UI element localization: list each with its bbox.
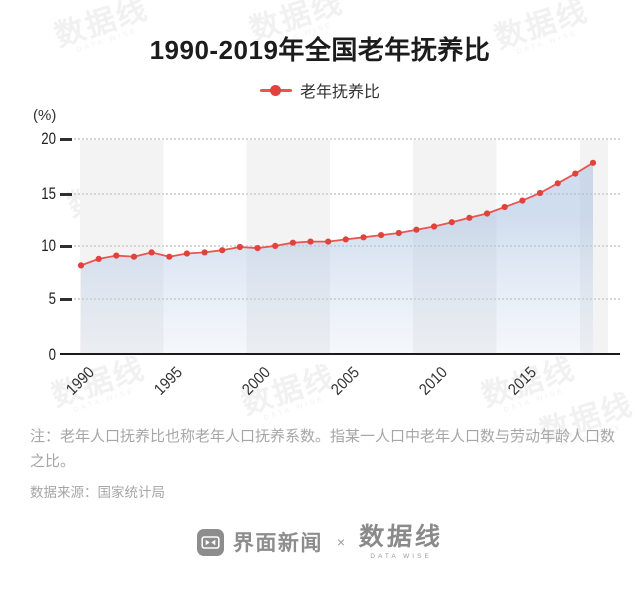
datawise-subtitle: DATA WISE <box>370 553 432 560</box>
plot-background-bands <box>80 140 608 354</box>
x-axis-label: 2005 <box>328 364 364 399</box>
y-axis-label: 15 <box>41 184 56 203</box>
x-axis-label: 2000 <box>239 364 275 399</box>
legend-line-marker <box>259 84 292 96</box>
datawise-logo: 数据线 DATA WISE <box>358 523 445 560</box>
gridline-20 <box>74 138 620 140</box>
y-tick-20 <box>60 138 72 141</box>
y-tick-10 <box>60 245 72 248</box>
x-axis-label: 2010 <box>416 364 452 399</box>
gridline-15 <box>74 193 620 195</box>
chart-title: 1990-2019年全国老年抚养比 <box>149 35 491 65</box>
legend: 老年抚养比 <box>0 78 640 102</box>
x-axis-label: 1995 <box>151 364 187 399</box>
jiemian-icon <box>196 528 224 556</box>
x-axis-label: 2015 <box>505 364 541 399</box>
y-axis-label: 5 <box>48 289 56 308</box>
gridline-5 <box>74 298 620 300</box>
y-tick-15 <box>60 193 72 196</box>
jiemian-logo: 界面新闻 <box>196 527 323 557</box>
y-axis-label: 10 <box>41 236 56 255</box>
footer-logos: 界面新闻 × 数据线 DATA WISE <box>0 523 640 560</box>
y-axis-label: 20 <box>41 129 56 148</box>
y-tick-5 <box>60 298 72 301</box>
x-axis-label: 1990 <box>63 364 99 399</box>
datawise-label: 数据线 <box>358 523 445 551</box>
gridline-10 <box>74 245 620 247</box>
y-axis-unit-label: (%) <box>33 107 57 124</box>
legend-label: 老年抚养比 <box>299 84 380 101</box>
y-axis-label: 0 <box>48 345 56 364</box>
data-source: 数据来源：国家统计局 <box>30 485 165 500</box>
legend-dot-icon <box>270 84 282 96</box>
x-axis-line <box>60 352 620 355</box>
multiply-separator: × <box>336 534 346 550</box>
jiemian-label: 界面新闻 <box>232 532 323 555</box>
footnote: 注：老年人口抚养比也称老年人口抚养系数。指某一人口中老年人口数与劳动年龄人口数之… <box>30 428 616 470</box>
